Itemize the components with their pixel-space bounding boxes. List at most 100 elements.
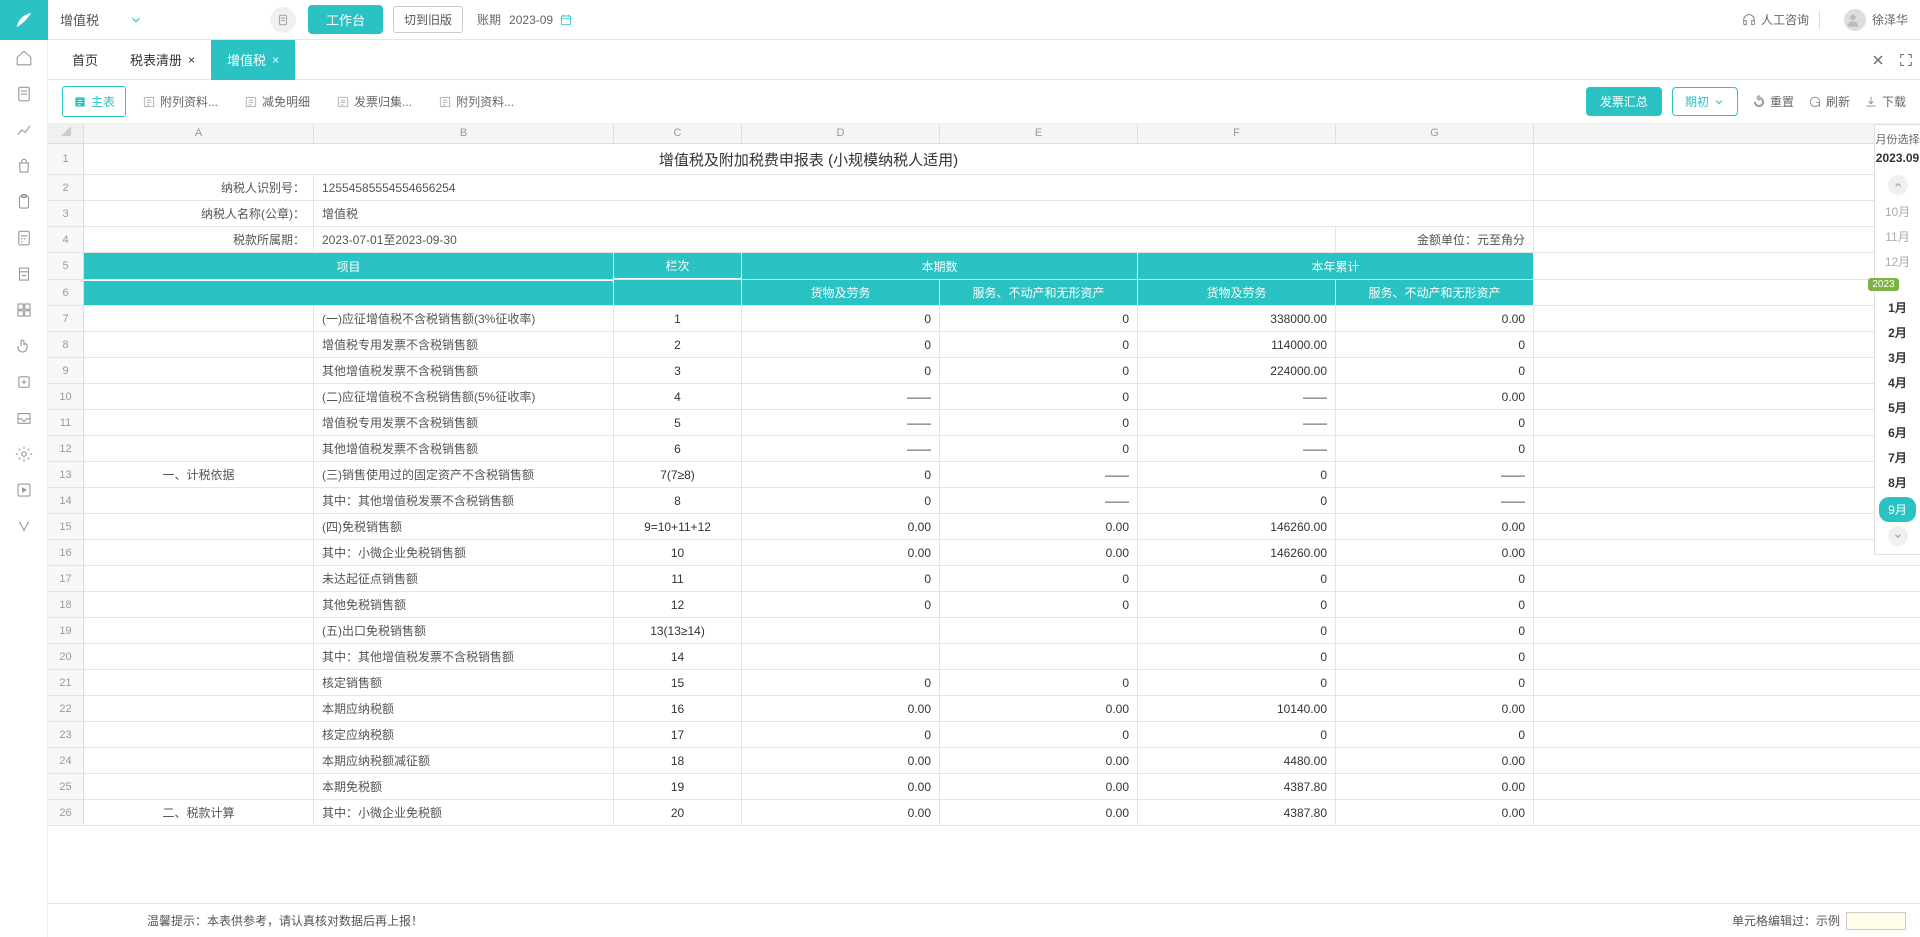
- row-header[interactable]: 16: [48, 540, 84, 565]
- month-item[interactable]: 7月: [1875, 445, 1920, 470]
- value-cell[interactable]: 10140.00: [1138, 696, 1336, 721]
- value-cell[interactable]: 338000.00: [1138, 306, 1336, 331]
- value-cell[interactable]: 0.00: [1336, 384, 1534, 409]
- meta-value[interactable]: 2023-07-01至2023-09-30: [314, 227, 1336, 252]
- value-cell[interactable]: 0: [1138, 592, 1336, 617]
- value-cell[interactable]: ——: [1138, 410, 1336, 435]
- value-cell[interactable]: 0: [940, 306, 1138, 331]
- row-header[interactable]: 8: [48, 332, 84, 357]
- row-header[interactable]: 11: [48, 410, 84, 435]
- row-header[interactable]: 14: [48, 488, 84, 513]
- value-cell[interactable]: 0: [940, 436, 1138, 461]
- value-cell[interactable]: ——: [742, 384, 940, 409]
- col-cell[interactable]: 16: [614, 696, 742, 721]
- item-cell[interactable]: 核定销售额: [314, 670, 614, 695]
- value-cell[interactable]: 0.00: [1336, 774, 1534, 799]
- value-cell[interactable]: 0: [1336, 618, 1534, 643]
- row-header[interactable]: 21: [48, 670, 84, 695]
- month-item[interactable]: 5月: [1875, 395, 1920, 420]
- section-label[interactable]: [84, 774, 314, 799]
- item-cell[interactable]: (三)销售使用过的固定资产不含税销售额: [314, 462, 614, 487]
- row-header[interactable]: 6: [48, 280, 84, 305]
- value-cell[interactable]: 0: [1138, 618, 1336, 643]
- value-cell[interactable]: 0: [742, 488, 940, 513]
- col-cell[interactable]: 12: [614, 592, 742, 617]
- row-header[interactable]: 10: [48, 384, 84, 409]
- col-cell[interactable]: 15: [614, 670, 742, 695]
- row-header[interactable]: 25: [48, 774, 84, 799]
- section-label[interactable]: [84, 696, 314, 721]
- item-cell[interactable]: 其他免税销售额: [314, 592, 614, 617]
- month-item[interactable]: 12月: [1875, 249, 1920, 274]
- row-header[interactable]: 9: [48, 358, 84, 383]
- download-button[interactable]: 下载: [1864, 93, 1906, 110]
- value-cell[interactable]: 0: [742, 332, 940, 357]
- value-cell[interactable]: 0.00: [1336, 540, 1534, 565]
- row-header[interactable]: 1: [48, 144, 84, 174]
- tab-首页[interactable]: 首页: [56, 40, 114, 80]
- logo[interactable]: [0, 0, 48, 40]
- section-label[interactable]: [84, 748, 314, 773]
- tab-增值税[interactable]: 增值税×: [211, 40, 295, 80]
- meta-label[interactable]: 纳税人名称(公章)：: [84, 201, 314, 226]
- value-cell[interactable]: 0.00: [742, 800, 940, 825]
- section-label[interactable]: [84, 488, 314, 513]
- value-cell[interactable]: 0: [742, 462, 940, 487]
- section-label[interactable]: [84, 540, 314, 565]
- col-cell[interactable]: 10: [614, 540, 742, 565]
- nav-grid[interactable]: [0, 292, 48, 328]
- nav-bag[interactable]: [0, 148, 48, 184]
- value-cell[interactable]: 0.00: [742, 540, 940, 565]
- item-cell[interactable]: 其他增值税发票不含税销售额: [314, 436, 614, 461]
- month-item[interactable]: 1月: [1875, 295, 1920, 320]
- month-item[interactable]: 8月: [1875, 470, 1920, 495]
- item-cell[interactable]: 本期免税额: [314, 774, 614, 799]
- spreadsheet[interactable]: A B C D E F G 1 增值税及附加税费申报表 (小规模纳税人适用) 2…: [48, 124, 1920, 903]
- value-cell[interactable]: 0.00: [940, 514, 1138, 539]
- value-cell[interactable]: ——: [940, 488, 1138, 513]
- value-cell[interactable]: 0.00: [1336, 514, 1534, 539]
- switch-old-button[interactable]: 切到旧版: [393, 6, 463, 33]
- col-cell[interactable]: 8: [614, 488, 742, 513]
- value-cell[interactable]: ——: [940, 462, 1138, 487]
- nav-clipboard[interactable]: [0, 184, 48, 220]
- col-header[interactable]: B: [314, 124, 614, 143]
- value-cell[interactable]: ——: [1138, 436, 1336, 461]
- col-cell[interactable]: 6: [614, 436, 742, 461]
- col-cell[interactable]: 9=10+11+12: [614, 514, 742, 539]
- tab-税表清册[interactable]: 税表清册×: [114, 40, 211, 80]
- col-cell[interactable]: 4: [614, 384, 742, 409]
- value-cell[interactable]: 0: [940, 670, 1138, 695]
- section-label[interactable]: [84, 410, 314, 435]
- section-label[interactable]: [84, 332, 314, 357]
- row-header[interactable]: 15: [48, 514, 84, 539]
- row-header[interactable]: 13: [48, 462, 84, 487]
- value-cell[interactable]: 0: [742, 306, 940, 331]
- value-cell[interactable]: [742, 618, 940, 643]
- value-cell[interactable]: 0.00: [940, 696, 1138, 721]
- month-item[interactable]: 2月: [1875, 320, 1920, 345]
- consult-button[interactable]: 人工咨询: [1741, 11, 1809, 28]
- month-down-button[interactable]: [1888, 526, 1908, 546]
- value-cell[interactable]: 0.00: [940, 540, 1138, 565]
- col-cell[interactable]: 17: [614, 722, 742, 747]
- value-cell[interactable]: 224000.00: [1138, 358, 1336, 383]
- nav-calc[interactable]: [0, 220, 48, 256]
- nav-hand[interactable]: [0, 328, 48, 364]
- meta-label[interactable]: 税款所属期：: [84, 227, 314, 252]
- value-cell[interactable]: 4387.80: [1138, 800, 1336, 825]
- value-cell[interactable]: 0.00: [742, 696, 940, 721]
- col-cell[interactable]: 18: [614, 748, 742, 773]
- value-cell[interactable]: 146260.00: [1138, 540, 1336, 565]
- subtab[interactable]: 附列资料...: [428, 86, 524, 117]
- item-cell[interactable]: 增值税专用发票不含税销售额: [314, 332, 614, 357]
- row-header[interactable]: 22: [48, 696, 84, 721]
- col-cell[interactable]: 20: [614, 800, 742, 825]
- subtab[interactable]: 减免明细: [234, 86, 320, 117]
- row-header[interactable]: 23: [48, 722, 84, 747]
- value-cell[interactable]: ——: [742, 436, 940, 461]
- section-label[interactable]: [84, 670, 314, 695]
- col-cell[interactable]: 1: [614, 306, 742, 331]
- item-cell[interactable]: (二)应征增值税不含税销售额(5%征收率): [314, 384, 614, 409]
- row-header[interactable]: 4: [48, 227, 84, 252]
